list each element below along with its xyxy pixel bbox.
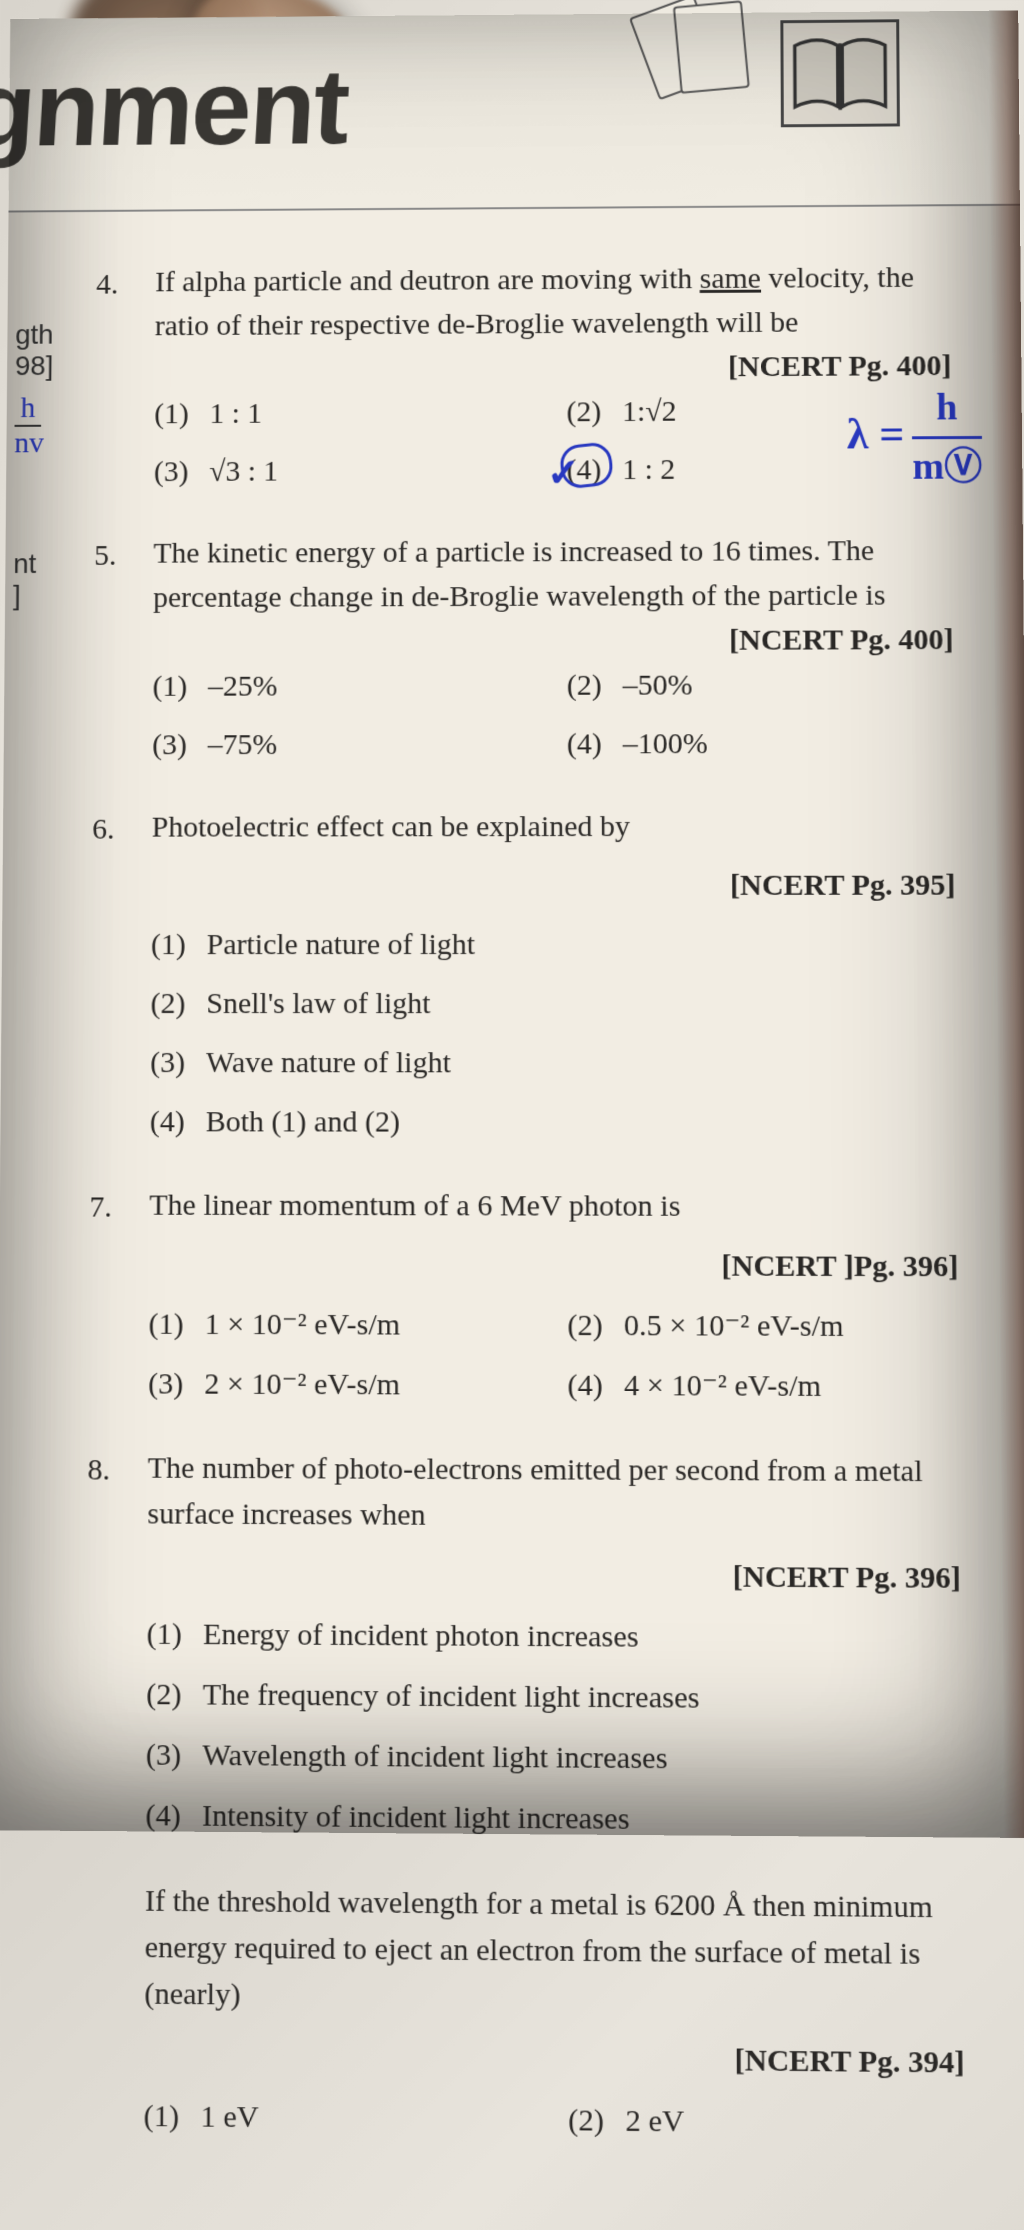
question-7: 7. The linear momentum of a 6 MeV photon…: [148, 1182, 959, 1409]
question-text: If the threshold wavelength for a metal …: [144, 1878, 964, 2025]
page-header: gnment: [9, 11, 1020, 213]
option: (4)4 × 10⁻² eV-s/m: [567, 1362, 959, 1409]
card-icon: [673, 0, 750, 93]
option-grid: (1)–25% (2)–50% (3)–75% (4)–100%: [152, 662, 954, 767]
option: (4)Both (1) and (2): [150, 1099, 958, 1145]
margin-handwritten-fraction: h nv: [6, 391, 115, 460]
option: (1)–25%: [152, 663, 536, 709]
option: (1)Energy of incident photon increases: [146, 1611, 961, 1662]
option: (3)Wavelength of incident light increase…: [146, 1732, 963, 1784]
option: (3)2 × 10⁻² eV-s/m: [148, 1361, 537, 1408]
handwritten-formula: λ =hmⓋ: [846, 380, 982, 496]
option: (3)–75%: [152, 722, 537, 767]
ncert-reference: [NCERT Pg. 400]: [729, 617, 954, 662]
option: (3)√3 : 1: [154, 448, 537, 494]
option-list: (1)Particle nature of light (2)Snell's l…: [150, 922, 958, 1146]
ncert-reference: [NCERT Pg. 395]: [151, 863, 955, 909]
option: (1)1 : 1: [154, 390, 537, 436]
option: (2)–50%: [567, 662, 954, 708]
question-number: 5.: [94, 533, 117, 577]
option: (2)The frequency of incident light incre…: [146, 1671, 962, 1722]
ncert-reference: [NCERT ]Pg. 396]: [149, 1242, 959, 1290]
option: (4)Intensity of incident light increases: [145, 1792, 963, 1844]
question-number: 8.: [87, 1447, 110, 1493]
page-surface: gnment gth 98] h nv nt ] 4.: [0, 11, 1024, 1839]
option-grid: (1)1 eV (2)2 eV: [143, 2093, 965, 2148]
option-list: (1)Energy of incident photon increases (…: [145, 1611, 963, 1845]
question-number: 4.: [96, 262, 118, 306]
option: (3)Wave nature of light: [150, 1040, 957, 1086]
question-number: 6.: [92, 807, 115, 852]
ncert-reference: [NCERT Pg. 394]: [144, 2032, 965, 2087]
question-text: The number of photo-electrons emitted pe…: [147, 1445, 960, 1540]
option: (1)1 eV: [143, 2093, 537, 2144]
question-threshold: If the threshold wavelength for a metal …: [143, 1878, 965, 2148]
option: (2)Snell's law of light: [150, 981, 956, 1026]
question-6: 6. Photoelectric effect can be explained…: [150, 804, 958, 1146]
option-grid: (1)1 : 1 (2)1:√2 (3)√3 : 1 (4)1 : 2 ✓ λ …: [154, 388, 953, 494]
option: (1)1 × 10⁻² eV-s/m: [148, 1301, 537, 1348]
ncert-reference: [NCERT Pg. 396]: [147, 1551, 961, 1601]
question-text: The kinetic energy of a particle is incr…: [153, 528, 953, 620]
option: (2)0.5 × 10⁻² eV-s/m: [567, 1303, 959, 1350]
question-4: 4. If alpha particle and deutron are mov…: [154, 255, 953, 494]
question-number: 7.: [89, 1184, 112, 1229]
handwritten-tick-mark: ✓: [547, 444, 580, 503]
option-grid: (1)1 × 10⁻² eV-s/m (2)0.5 × 10⁻² eV-s/m …: [148, 1301, 959, 1409]
option: (1)Particle nature of light: [151, 922, 956, 967]
margin-fragment: gth 98]: [7, 319, 116, 382]
book-partial-title: gnment: [0, 45, 351, 171]
card-stack-icon: [642, 3, 771, 101]
open-book-icon: [780, 19, 900, 127]
question-8: 8. The number of photo-electrons emitted…: [145, 1445, 963, 1845]
question-text: Photoelectric effect can be explained by: [152, 804, 956, 850]
option: (2)2 eV: [568, 2097, 965, 2148]
option: (4)–100%: [567, 721, 955, 767]
question-text: If alpha particle and deutron are moving…: [155, 255, 952, 348]
question-content: 4. If alpha particle and deutron are mov…: [0, 206, 1024, 2230]
question-5: 5. The kinetic energy of a particle is i…: [152, 528, 954, 767]
question-text: The linear momentum of a 6 MeV photon is: [149, 1182, 958, 1229]
